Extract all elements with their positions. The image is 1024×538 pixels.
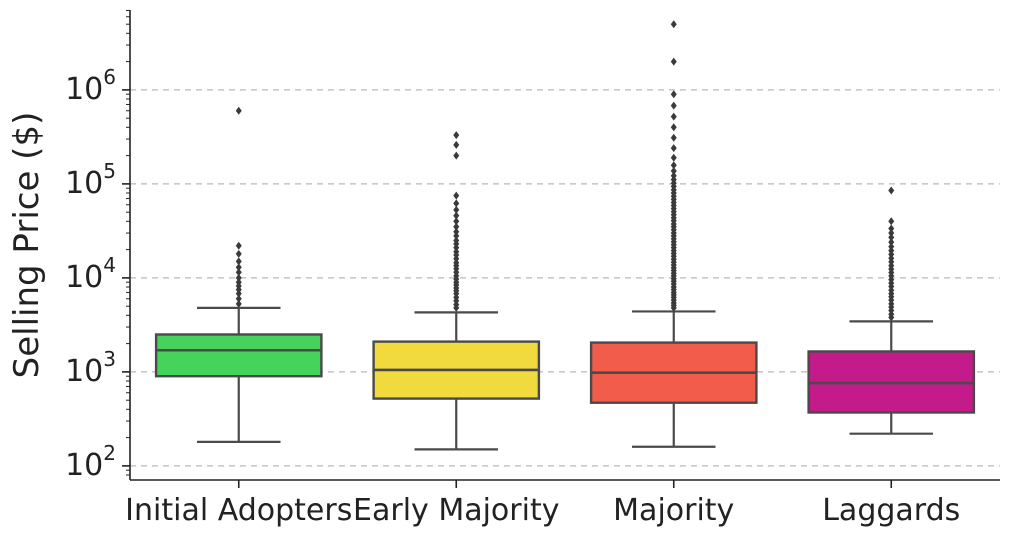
xtick-label: Laggards bbox=[822, 493, 960, 528]
outlier bbox=[671, 123, 677, 131]
box bbox=[156, 334, 321, 376]
outlier bbox=[671, 58, 677, 66]
xtick-label: Early Majority bbox=[353, 493, 559, 528]
xtick-label: Majority bbox=[613, 493, 734, 528]
outlier bbox=[453, 141, 459, 149]
outlier bbox=[888, 187, 894, 195]
outlier bbox=[671, 134, 677, 142]
ytick-label: 103 bbox=[65, 346, 116, 388]
ytick-label: 102 bbox=[65, 440, 116, 482]
outlier bbox=[453, 199, 459, 207]
xtick-label: Initial Adopters bbox=[125, 493, 352, 528]
outlier bbox=[671, 90, 677, 98]
outlier bbox=[236, 242, 242, 250]
outlier bbox=[671, 20, 677, 28]
y-axis-label: Selling Price ($) bbox=[7, 112, 47, 379]
outlier bbox=[671, 113, 677, 121]
outlier bbox=[888, 225, 894, 233]
outlier bbox=[671, 144, 677, 152]
outlier bbox=[236, 250, 242, 258]
ytick-label: 105 bbox=[65, 158, 116, 200]
outlier bbox=[236, 107, 242, 115]
outlier bbox=[671, 102, 677, 110]
boxplot-chart: 102 103 104 105 106 Initial AdoptersEarly Maj… bbox=[0, 0, 1024, 538]
outlier bbox=[453, 192, 459, 200]
outlier bbox=[671, 161, 677, 169]
ytick-label: 104 bbox=[65, 252, 116, 294]
outlier bbox=[453, 131, 459, 139]
outlier bbox=[671, 154, 677, 162]
ytick-label: 106 bbox=[65, 64, 116, 106]
outlier bbox=[236, 257, 242, 265]
outlier bbox=[888, 217, 894, 225]
outlier bbox=[453, 152, 459, 160]
